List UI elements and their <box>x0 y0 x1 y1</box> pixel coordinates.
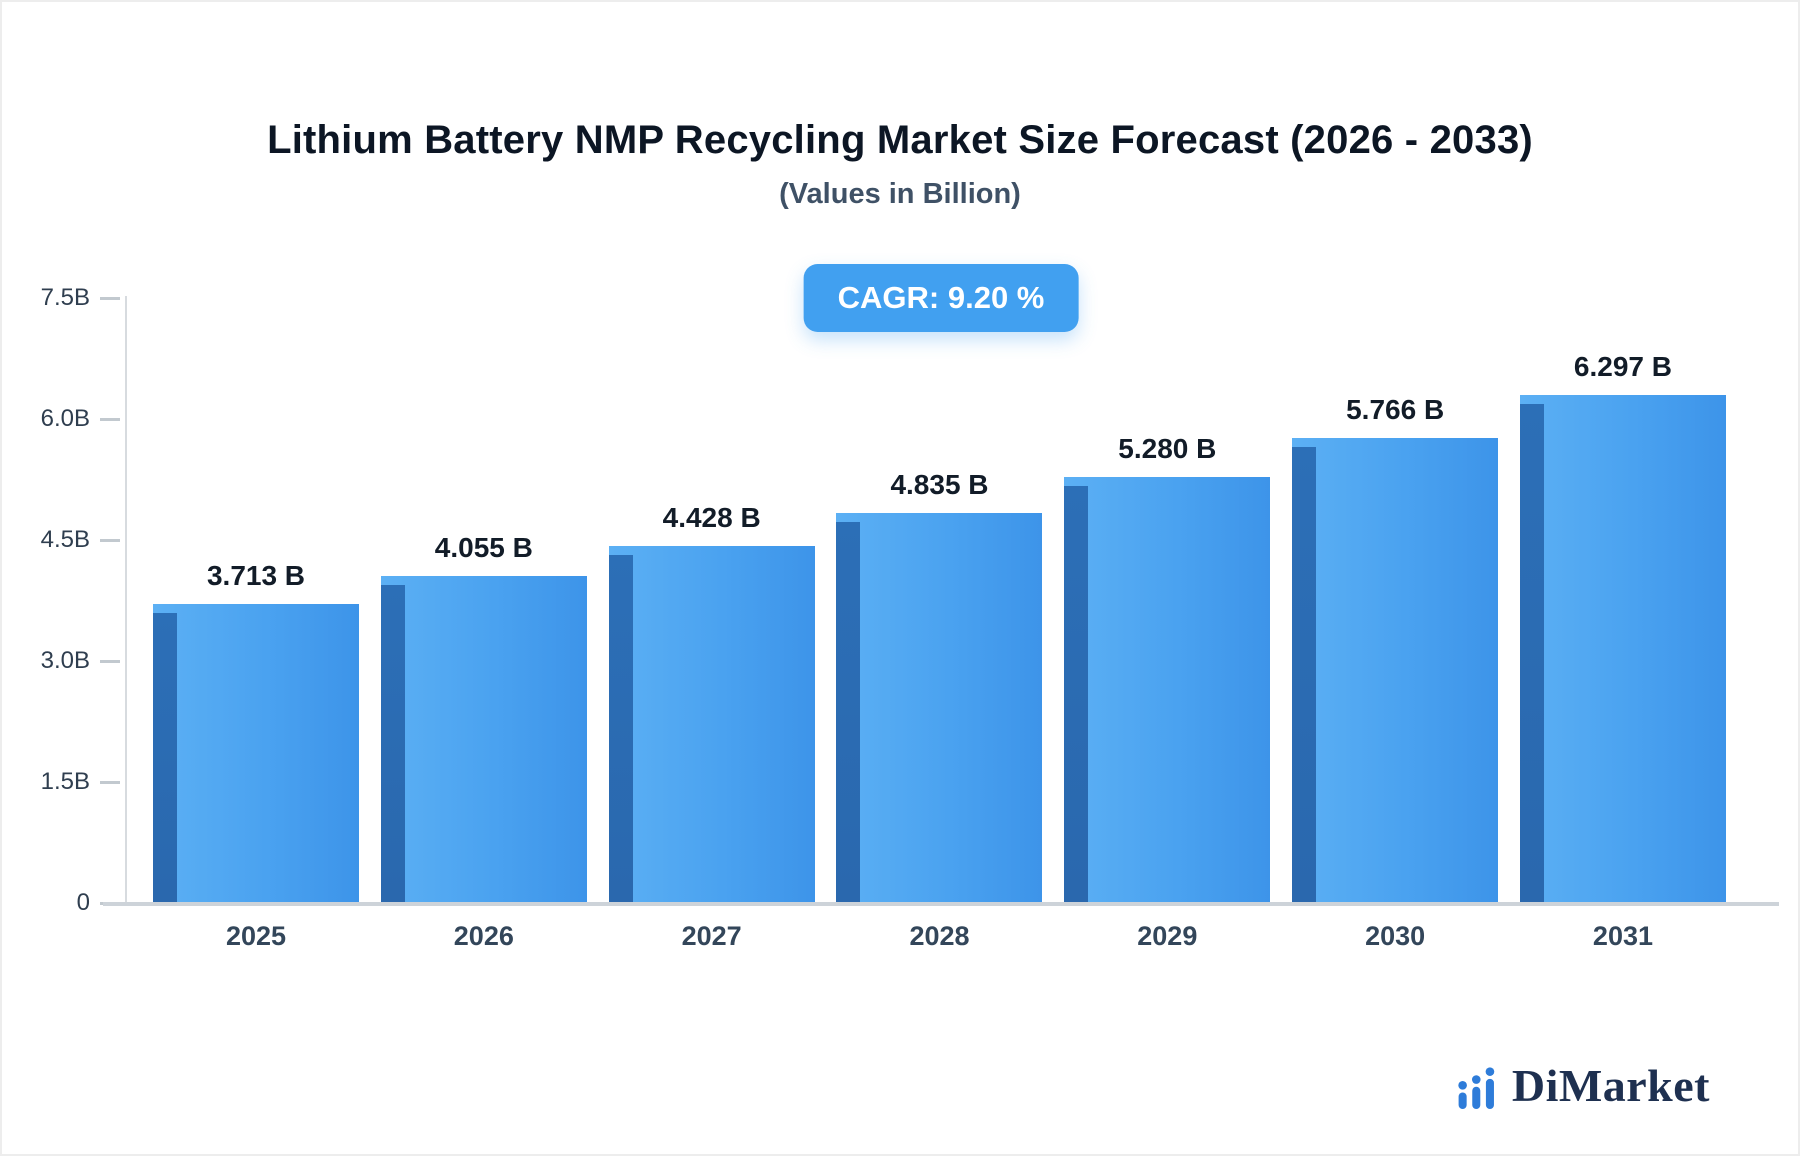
bar-value-label: 5.766 B <box>1346 393 1445 425</box>
y-tick: 1.5B <box>2 768 120 796</box>
bar-2027: 4.428 B 2027 <box>608 502 815 951</box>
chart-title: Lithium Battery NMP Recycling Market Siz… <box>267 118 1533 162</box>
x-axis-label: 2026 <box>453 921 514 951</box>
bar-value-label: 5.280 B <box>1118 433 1217 465</box>
x-axis-label: 2029 <box>1137 921 1198 951</box>
bar-chart-icon <box>1454 1063 1500 1109</box>
bars-container: 3.713 B 2025 4.055 B 2026 4.428 B 2027 4.835 B… <box>153 298 1726 951</box>
x-axis-label: 2025 <box>225 921 287 951</box>
bar-value-label: 6.297 B <box>1573 351 1673 383</box>
y-tick-label: 0 <box>76 889 90 916</box>
y-axis-line <box>125 296 127 903</box>
y-tick-label: 3.0B <box>40 647 90 674</box>
bar-2026: 4.055 B 2026 <box>380 532 587 951</box>
y-tick: 3.0B <box>2 647 120 675</box>
bar-value-label: 4.055 B <box>434 531 533 563</box>
y-tick-mark <box>100 538 120 542</box>
dimarket-logo: DiMarket <box>1454 1059 1710 1112</box>
y-tick: 7.5B <box>2 284 120 312</box>
x-axis-label: 2030 <box>1365 921 1426 951</box>
y-tick-mark <box>100 659 120 663</box>
bar-value-label: 4.428 B <box>662 501 761 533</box>
bar-value-label: 3.713 B <box>206 559 306 591</box>
y-tick-label: 7.5B <box>40 284 90 311</box>
cagr-badge: CAGR: 9.20 % <box>803 264 1079 332</box>
x-axis-line <box>103 902 1779 906</box>
y-tick-mark <box>100 296 120 300</box>
x-axis-label: 2031 <box>1592 921 1654 951</box>
y-tick-label: 1.5B <box>40 768 90 795</box>
brand-name: DiMarket <box>1511 1060 1710 1111</box>
bar-2028: 4.835 B 2028 <box>836 469 1043 951</box>
y-tick-label: 4.5B <box>40 526 90 553</box>
y-tick-label: 6.0B <box>40 405 90 432</box>
bar-chart: 7.5B 6.0B 4.5B 3.0B 1.5B 0 3.713 B 2025 4.055 B… <box>41 284 1779 951</box>
x-axis-label: 2028 <box>909 921 970 951</box>
x-axis-label: 2027 <box>681 921 742 951</box>
y-tick-mark <box>100 417 120 421</box>
bar-2030: 5.766 B 2030 <box>1292 394 1499 951</box>
y-tick: 6.0B <box>2 405 120 433</box>
bar-2025: 3.713 B 2025 <box>153 560 359 951</box>
bar-2031: 6.297 B 2031 <box>1519 351 1726 951</box>
chart-subtitle: (Values in Billion) <box>779 178 1021 210</box>
y-tick-mark <box>100 780 120 784</box>
bar-2029: 5.280 B 2029 <box>1064 433 1271 951</box>
y-tick: 4.5B <box>2 526 120 554</box>
bar-value-label: 4.835 B <box>890 468 989 500</box>
